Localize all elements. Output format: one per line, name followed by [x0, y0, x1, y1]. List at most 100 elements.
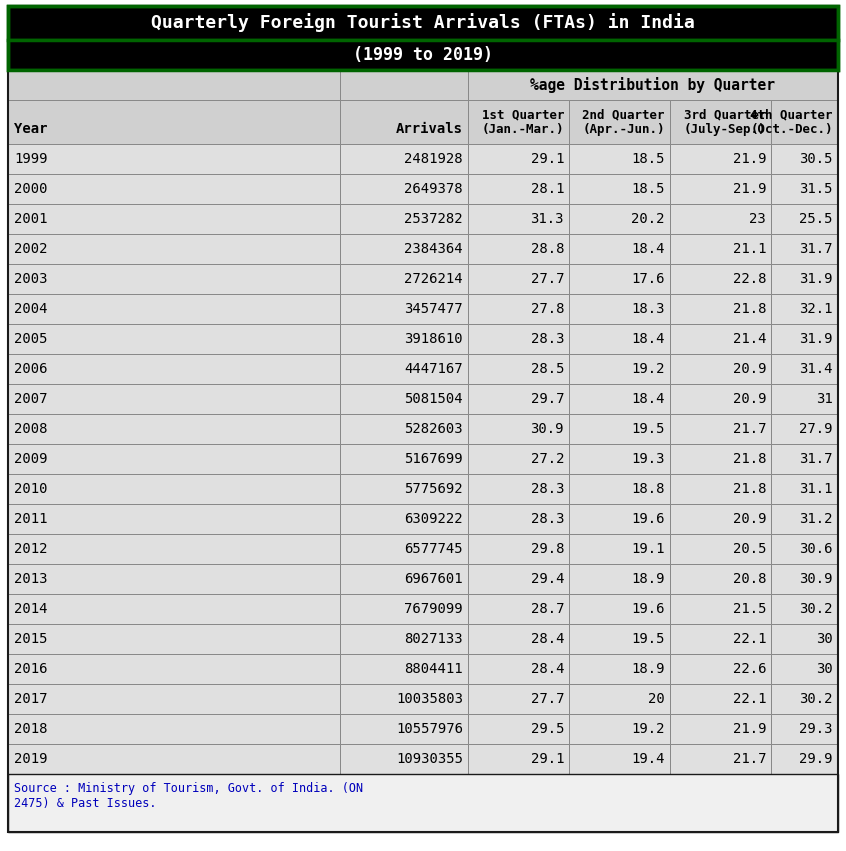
- Text: 27.2: 27.2: [530, 452, 564, 466]
- Bar: [468, 144, 569, 174]
- Text: 21.7: 21.7: [733, 422, 766, 436]
- Bar: [468, 504, 569, 534]
- Text: 28.7: 28.7: [530, 602, 564, 616]
- Bar: [771, 324, 838, 354]
- Text: 2537282: 2537282: [404, 212, 463, 226]
- Text: 31.9: 31.9: [799, 272, 833, 286]
- Bar: [569, 714, 670, 744]
- Bar: [569, 204, 670, 234]
- Text: 22.6: 22.6: [733, 662, 766, 676]
- Bar: [771, 684, 838, 714]
- Bar: [771, 354, 838, 384]
- Text: 19.2: 19.2: [631, 722, 665, 736]
- Text: 4th Quarter
(Oct.-Dec.): 4th Quarter (Oct.-Dec.): [750, 108, 833, 136]
- Text: %age Distribution by Quarter: %age Distribution by Quarter: [530, 77, 776, 93]
- Text: 5282603: 5282603: [404, 422, 463, 436]
- Bar: [8, 354, 340, 384]
- Bar: [340, 654, 468, 684]
- Bar: [771, 564, 838, 594]
- Bar: [771, 534, 838, 564]
- Bar: [468, 324, 569, 354]
- Bar: [670, 744, 771, 774]
- Bar: [340, 564, 468, 594]
- Bar: [569, 414, 670, 444]
- Bar: [569, 654, 670, 684]
- Bar: [8, 100, 340, 144]
- Text: 2000: 2000: [14, 182, 47, 196]
- Text: 2016: 2016: [14, 662, 47, 676]
- Text: 31.4: 31.4: [799, 362, 833, 376]
- Text: 27.8: 27.8: [530, 302, 564, 316]
- Text: 19.5: 19.5: [631, 632, 665, 646]
- Bar: [670, 204, 771, 234]
- Text: 21.9: 21.9: [733, 182, 766, 196]
- Text: 28.4: 28.4: [530, 662, 564, 676]
- Text: 18.4: 18.4: [631, 332, 665, 346]
- Bar: [670, 264, 771, 294]
- Text: 29.5: 29.5: [530, 722, 564, 736]
- Bar: [569, 504, 670, 534]
- Bar: [670, 100, 771, 144]
- Bar: [569, 474, 670, 504]
- Bar: [670, 174, 771, 204]
- Bar: [771, 414, 838, 444]
- Bar: [8, 504, 340, 534]
- Text: 29.7: 29.7: [530, 392, 564, 406]
- Text: 3457477: 3457477: [404, 302, 463, 316]
- Text: 21.7: 21.7: [733, 752, 766, 766]
- Bar: [569, 624, 670, 654]
- Text: 27.7: 27.7: [530, 272, 564, 286]
- Text: Year: Year: [14, 122, 47, 136]
- Text: 2017: 2017: [14, 692, 47, 706]
- Bar: [670, 624, 771, 654]
- Bar: [468, 444, 569, 474]
- Text: Arrivals: Arrivals: [396, 122, 463, 136]
- Bar: [340, 504, 468, 534]
- Text: 7679099: 7679099: [404, 602, 463, 616]
- Text: 19.3: 19.3: [631, 452, 665, 466]
- Text: 29.4: 29.4: [530, 572, 564, 586]
- Bar: [468, 624, 569, 654]
- Bar: [771, 144, 838, 174]
- Text: 22.1: 22.1: [733, 692, 766, 706]
- Bar: [670, 234, 771, 264]
- Bar: [340, 684, 468, 714]
- Text: 2011: 2011: [14, 512, 47, 526]
- Text: 27.7: 27.7: [530, 692, 564, 706]
- Text: 2004: 2004: [14, 302, 47, 316]
- Text: 6577745: 6577745: [404, 542, 463, 556]
- Text: 30.6: 30.6: [799, 542, 833, 556]
- Bar: [569, 264, 670, 294]
- Text: 2014: 2014: [14, 602, 47, 616]
- Text: 31: 31: [816, 392, 833, 406]
- Text: 2019: 2019: [14, 752, 47, 766]
- Text: 29.1: 29.1: [530, 152, 564, 166]
- Bar: [468, 564, 569, 594]
- Text: 10930355: 10930355: [396, 752, 463, 766]
- Bar: [569, 144, 670, 174]
- Text: 18.4: 18.4: [631, 242, 665, 256]
- Bar: [8, 414, 340, 444]
- Bar: [468, 174, 569, 204]
- Bar: [468, 70, 838, 100]
- Text: 3918610: 3918610: [404, 332, 463, 346]
- Text: 2006: 2006: [14, 362, 47, 376]
- Text: 30.2: 30.2: [799, 692, 833, 706]
- Text: 18.8: 18.8: [631, 482, 665, 496]
- Bar: [771, 384, 838, 414]
- Text: 20.9: 20.9: [733, 392, 766, 406]
- Bar: [340, 100, 468, 144]
- Text: 2007: 2007: [14, 392, 47, 406]
- Text: 21.5: 21.5: [733, 602, 766, 616]
- Text: 2003: 2003: [14, 272, 47, 286]
- Text: 30: 30: [816, 662, 833, 676]
- Bar: [771, 474, 838, 504]
- Text: 21.9: 21.9: [733, 722, 766, 736]
- Bar: [468, 294, 569, 324]
- Text: 2001: 2001: [14, 212, 47, 226]
- Bar: [8, 744, 340, 774]
- Bar: [8, 174, 340, 204]
- Bar: [8, 654, 340, 684]
- Text: 27.9: 27.9: [799, 422, 833, 436]
- Bar: [670, 594, 771, 624]
